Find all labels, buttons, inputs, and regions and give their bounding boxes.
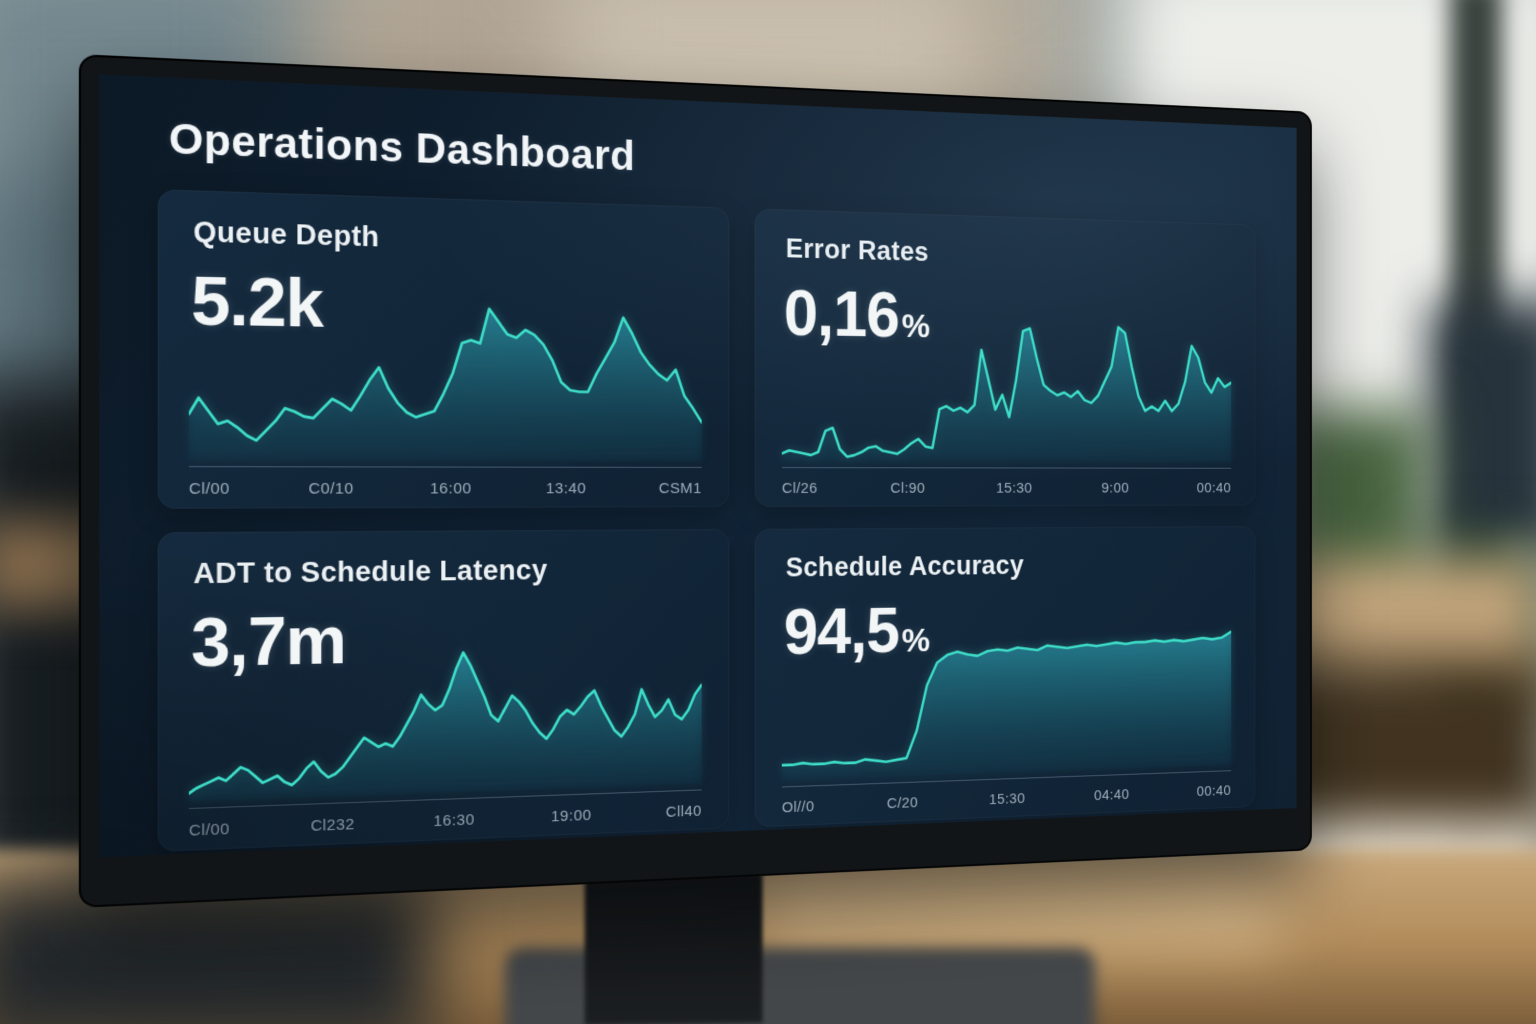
- dashboard-grid: Queue Depth 5.2k C: [157, 189, 1256, 852]
- desk-shadow: [0, 880, 430, 1024]
- x-axis-tick: Cll40: [665, 802, 702, 821]
- x-axis-tick: Cl/00: [188, 820, 230, 840]
- x-axis-tick: CSM1: [658, 479, 702, 498]
- x-axis-labels: Cl/26 Cl:90 15:30 9:00 00:40: [781, 467, 1232, 497]
- metric-value: 94,5 %: [783, 594, 931, 669]
- metric-value: 5.2k: [191, 262, 326, 342]
- card-schedule-accuracy: Schedule Accuracy 94,5 %: [754, 526, 1256, 828]
- x-axis-tick: Cl:90: [890, 480, 926, 497]
- dashboard-screen: Operations Dashboard Queue Depth 5.2k: [99, 74, 1297, 858]
- error-rates-line-chart: [781, 301, 1232, 463]
- background-chair: [1430, 300, 1536, 560]
- x-axis-tick: 19:00: [551, 806, 592, 826]
- metric-value-main: 5.2k: [191, 262, 323, 342]
- card-title: Queue Depth: [193, 215, 380, 253]
- x-axis-tick: C/20: [886, 794, 919, 813]
- metric-value: 3,7m: [191, 602, 349, 682]
- x-axis-tick: 00:40: [1196, 782, 1232, 800]
- x-axis-tick: 15:30: [996, 480, 1033, 497]
- card-error-rates: Error Rates 0,16 %: [754, 208, 1256, 507]
- chart-area: [781, 301, 1232, 463]
- card-title: Error Rates: [785, 233, 929, 267]
- x-axis-tick: 00:40: [1196, 480, 1232, 497]
- chart-area: [781, 613, 1232, 781]
- metric-value-suffix: %: [901, 621, 931, 660]
- x-axis-tick: 15:30: [988, 790, 1026, 809]
- monitor: Operations Dashboard Queue Depth 5.2k: [81, 56, 1311, 906]
- chart-area: [188, 288, 702, 461]
- card-title: Schedule Accuracy: [785, 550, 1024, 583]
- monitor-stand-neck: [584, 870, 763, 1024]
- metric-value: 0,16 %: [783, 277, 931, 351]
- card-queue-depth: Queue Depth 5.2k C: [157, 189, 730, 509]
- x-axis-tick: Cl/26: [781, 480, 818, 497]
- queue-depth-line-chart: [188, 288, 702, 461]
- metric-value-main: 94,5: [783, 594, 899, 669]
- x-axis-tick: 9:00: [1101, 480, 1130, 497]
- metric-value-main: 0,16: [783, 277, 899, 351]
- x-axis-tick: 16:00: [430, 479, 472, 498]
- metric-value-main: 3,7m: [191, 602, 346, 682]
- x-axis-tick: Ol//0: [781, 798, 815, 817]
- card-adt-latency: ADT to Schedule Latency 3,7m: [157, 529, 730, 852]
- latency-line-chart: [188, 622, 702, 802]
- card-title: ADT to Schedule Latency: [193, 554, 548, 590]
- x-axis-tick: 04:40: [1094, 786, 1130, 804]
- x-axis-tick: Cl232: [310, 815, 355, 836]
- x-axis-labels: Cl/00 C0/10 16:00 13:40 CSM1: [188, 466, 702, 499]
- x-axis-tick: Cl/00: [188, 479, 230, 499]
- x-axis-tick: 16:30: [433, 811, 475, 831]
- chart-area: [188, 622, 702, 802]
- metric-value-suffix: %: [901, 306, 931, 345]
- x-axis-tick: 13:40: [545, 479, 587, 498]
- page-title: Operations Dashboard: [168, 115, 636, 180]
- x-axis-tick: C0/10: [308, 479, 354, 498]
- accuracy-line-chart: [781, 613, 1232, 781]
- desk-highlight: [760, 860, 1280, 950]
